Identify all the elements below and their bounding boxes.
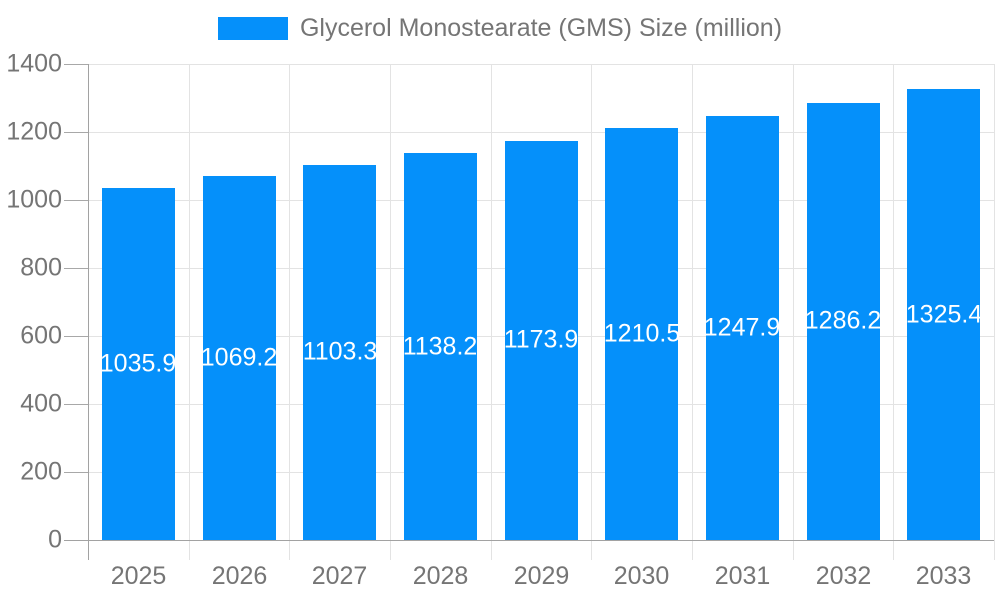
bar[interactable]	[605, 128, 678, 540]
x-gridline	[591, 64, 592, 560]
legend[interactable]: Glycerol Monostearate (GMS) Size (millio…	[0, 14, 1000, 43]
x-gridline	[491, 64, 492, 560]
bar-value-label: 1210.5	[603, 319, 681, 348]
y-gridline	[88, 64, 994, 65]
y-axis-tick	[64, 404, 88, 405]
x-tick-label: 2027	[311, 562, 368, 590]
bar[interactable]	[505, 141, 578, 540]
x-tick-label: 2025	[110, 562, 167, 590]
x-tick-label: 2028	[412, 562, 469, 590]
y-tick-label: 1400	[6, 49, 62, 78]
x-gridline	[189, 64, 190, 560]
x-tick-label: 2029	[513, 562, 570, 590]
bar[interactable]	[102, 188, 175, 540]
bar[interactable]	[706, 116, 779, 540]
x-gridline	[893, 64, 894, 560]
bar[interactable]	[404, 153, 477, 540]
x-tick-label: 2032	[815, 562, 872, 590]
y-tick-label: 400	[20, 389, 62, 418]
bar-value-label: 1247.9	[703, 313, 781, 342]
y-tick-label: 200	[20, 457, 62, 486]
x-tick-label: 2026	[211, 562, 268, 590]
x-gridline	[793, 64, 794, 560]
bar-value-label: 1069.2	[200, 343, 278, 372]
bar-value-label: 1325.4	[905, 300, 983, 329]
x-tick-label: 2030	[613, 562, 670, 590]
x-tick-label: 2033	[915, 562, 972, 590]
x-tick-label: 2031	[714, 562, 771, 590]
bar[interactable]	[907, 89, 980, 540]
y-tick-label: 0	[48, 525, 62, 554]
bar-value-label: 1286.2	[804, 306, 882, 335]
bar[interactable]	[203, 176, 276, 540]
bar-value-label: 1138.2	[402, 332, 478, 361]
x-axis-line	[64, 540, 994, 541]
bar[interactable]	[303, 165, 376, 540]
y-axis-line	[88, 64, 89, 560]
x-gridline	[994, 64, 995, 560]
x-gridline	[692, 64, 693, 560]
y-axis-tick	[64, 472, 88, 473]
legend-label: Glycerol Monostearate (GMS) Size (millio…	[299, 14, 783, 42]
y-tick-label: 600	[20, 321, 62, 350]
y-axis-tick	[64, 336, 88, 337]
y-axis-tick	[64, 268, 88, 269]
y-tick-label: 800	[20, 253, 62, 282]
y-tick-label: 1200	[6, 117, 62, 146]
legend-swatch	[217, 17, 288, 40]
y-axis-tick	[64, 200, 88, 201]
bar-value-label: 1173.9	[503, 325, 579, 354]
bar[interactable]	[807, 103, 880, 540]
x-gridline	[390, 64, 391, 560]
y-gridline	[88, 132, 994, 133]
bar-value-label: 1103.3	[302, 337, 378, 366]
y-axis-tick	[64, 132, 88, 133]
y-axis-tick	[64, 64, 88, 65]
y-tick-label: 1000	[6, 185, 62, 214]
x-gridline	[289, 64, 290, 560]
bar-value-label: 1035.9	[99, 349, 177, 378]
